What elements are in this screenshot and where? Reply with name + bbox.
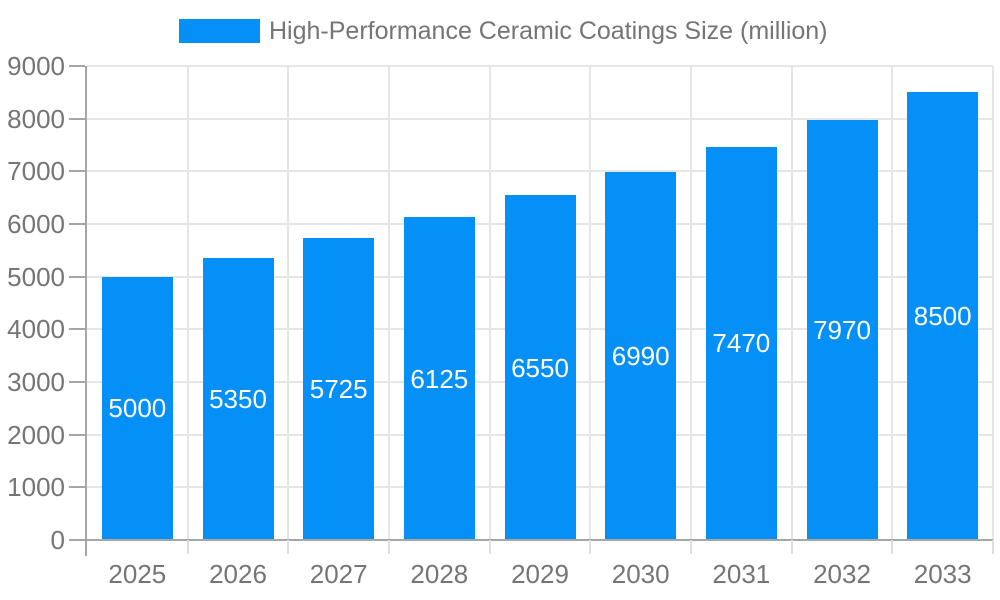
bar <box>303 238 375 540</box>
v-gridline <box>488 66 491 540</box>
x-axis-tick <box>790 540 793 554</box>
v-gridline <box>388 66 390 540</box>
bar <box>403 217 475 540</box>
x-axis-baseline <box>87 539 993 541</box>
y-axis-label: 3000 <box>7 367 65 397</box>
bar-value-label: 6125 <box>410 363 469 394</box>
bar <box>705 146 777 540</box>
y-axis-tick <box>69 275 85 278</box>
y-axis-tick <box>69 539 85 541</box>
y-axis-label: 1000 <box>7 472 65 503</box>
x-axis-label: 2028 <box>410 559 469 589</box>
bar <box>907 92 979 540</box>
h-gridline <box>87 65 993 67</box>
bar <box>504 195 576 540</box>
y-axis-label: 2000 <box>7 419 65 450</box>
v-gridline <box>891 66 894 540</box>
y-axis-tick <box>69 328 85 331</box>
x-axis-origin-tick <box>85 540 87 556</box>
bar-value-label: 7470 <box>712 328 771 359</box>
bar-value-label: 8500 <box>913 301 972 332</box>
v-gridline <box>287 66 290 540</box>
x-axis-tick <box>287 540 290 554</box>
bar <box>605 171 677 540</box>
y-axis-tick <box>69 65 85 67</box>
x-axis-label: 2027 <box>309 559 368 589</box>
y-axis-tick <box>69 117 85 120</box>
bar-value-label: 5350 <box>209 384 267 415</box>
x-axis-tick <box>891 540 894 554</box>
x-axis-tick <box>992 540 994 554</box>
v-gridline <box>992 66 994 540</box>
x-axis-label: 2029 <box>511 559 569 589</box>
y-axis-label: 7000 <box>7 156 65 187</box>
y-axis-label: 4000 <box>7 314 65 345</box>
bar <box>101 276 173 540</box>
h-gridline <box>87 170 993 173</box>
x-axis-tick <box>186 540 189 554</box>
x-axis-label: 2031 <box>712 559 771 589</box>
legend-label: High-Performance Ceramic Coatings Size (… <box>269 17 828 45</box>
x-axis-tick <box>388 540 390 554</box>
y-axis-tick <box>69 433 85 436</box>
x-axis-label: 2030 <box>611 559 670 589</box>
bar-value-label: 7970 <box>813 315 871 346</box>
bar-value-label: 6990 <box>611 340 670 371</box>
x-axis-label: 2025 <box>108 559 167 589</box>
bar-value-label: 6550 <box>511 352 569 383</box>
v-gridline <box>186 66 189 540</box>
y-axis-tick <box>69 223 85 225</box>
y-axis-label: 5000 <box>7 261 65 292</box>
y-axis-label: 8000 <box>7 103 65 134</box>
y-axis-label: 9000 <box>7 51 65 81</box>
x-axis-label: 2026 <box>209 559 267 589</box>
h-gridline <box>87 117 993 120</box>
bar <box>202 258 274 540</box>
y-axis-label: 0 <box>50 525 65 555</box>
v-gridline <box>790 66 793 540</box>
bar <box>806 120 878 540</box>
bar-value-label: 5725 <box>309 374 368 405</box>
x-axis-tick <box>488 540 491 554</box>
y-axis-tick <box>69 170 85 173</box>
x-axis-label: 2032 <box>813 559 871 589</box>
legend-swatch-icon <box>179 19 260 43</box>
x-axis-tick <box>690 540 692 554</box>
y-axis-line <box>85 66 87 556</box>
x-axis-label: 2033 <box>913 559 972 589</box>
legend[interactable]: High-Performance Ceramic Coatings Size (… <box>179 18 828 44</box>
y-axis-tick <box>69 486 85 489</box>
y-axis-tick <box>69 381 85 383</box>
bar-value-label: 5000 <box>108 393 167 424</box>
v-gridline <box>690 66 692 540</box>
plot-area: 5000 5350 5725 6125 6550 6990 7470 7970 8500 0 10… <box>7 51 994 589</box>
v-gridline <box>589 66 592 540</box>
x-axis-tick <box>589 540 592 554</box>
y-axis-label: 6000 <box>7 209 65 239</box>
